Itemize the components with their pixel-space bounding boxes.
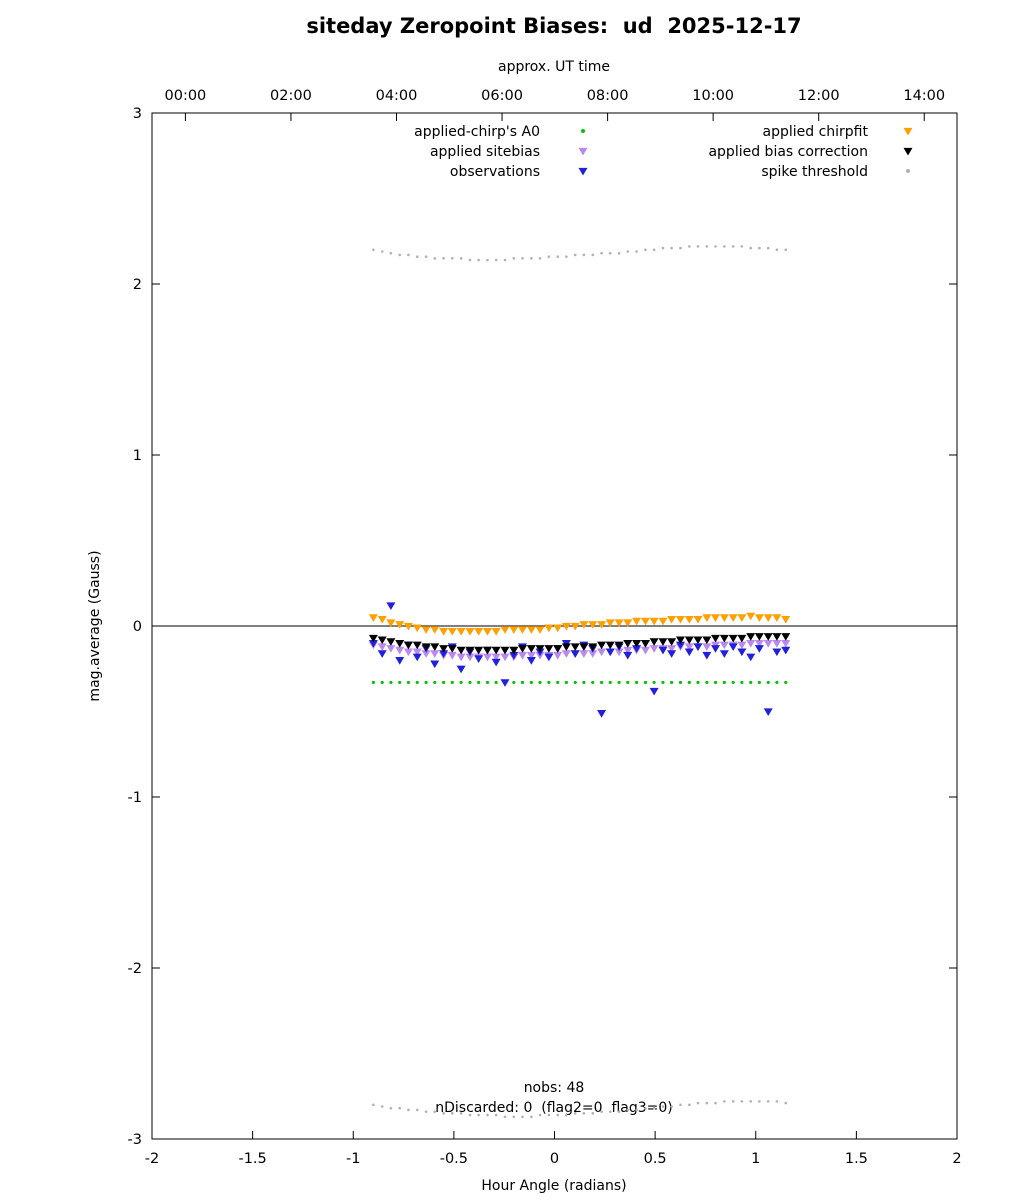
- svg-text:00:00: 00:00: [165, 88, 207, 104]
- svg-text:06:00: 06:00: [481, 88, 523, 104]
- nobs-text: nobs: 48: [524, 1080, 585, 1096]
- series-applied-chirp-s-a0: [371, 680, 788, 685]
- x-axis-label: Hour Angle (radians): [481, 1178, 626, 1194]
- series-observations: [368, 602, 791, 718]
- svg-text:10:00: 10:00: [692, 88, 734, 104]
- svg-text:applied sitebias: applied sitebias: [430, 144, 540, 160]
- svg-text:02:00: 02:00: [270, 88, 312, 104]
- svg-text:08:00: 08:00: [587, 88, 629, 104]
- svg-text:3: 3: [133, 106, 142, 122]
- chart-title: siteday Zeropoint Biases: ud 2025-12-17: [306, 14, 801, 38]
- svg-text:0: 0: [550, 1151, 559, 1167]
- svg-text:-1: -1: [346, 1151, 360, 1167]
- svg-text:1.5: 1.5: [845, 1151, 868, 1167]
- bottom-axis-ticks: -2 -1.5 -1 -0.5 0 0.5 1 1.5 2: [145, 1131, 962, 1167]
- svg-text:0.5: 0.5: [644, 1151, 667, 1167]
- series-spike-threshold-lower: [372, 1100, 788, 1119]
- legend: applied-chirp's A0 applied sitebias observ…: [414, 124, 913, 180]
- svg-text:0: 0: [133, 619, 142, 635]
- svg-text:spike threshold: spike threshold: [761, 164, 868, 180]
- svg-text:-1.5: -1.5: [238, 1151, 266, 1167]
- y-axis-label: mag.average (Gauss): [87, 550, 103, 701]
- top-axis-ticks: 00:00 02:00 04:00 06:00 08:00 10:00 12:00 14:00: [165, 88, 945, 121]
- top-axis-label: approx. UT time: [498, 59, 610, 75]
- svg-text:2: 2: [133, 277, 142, 293]
- svg-text:1: 1: [751, 1151, 760, 1167]
- svg-text:04:00: 04:00: [376, 88, 418, 104]
- svg-text:12:00: 12:00: [798, 88, 840, 104]
- series-spike-threshold-upper: [372, 245, 788, 262]
- svg-text:applied-chirp's A0: applied-chirp's A0: [414, 124, 540, 140]
- svg-text:-0.5: -0.5: [440, 1151, 468, 1167]
- svg-text:-1: -1: [128, 790, 142, 806]
- plot-points: [368, 245, 791, 1119]
- series-applied-chirpfit: [368, 612, 791, 636]
- svg-text:-2: -2: [145, 1151, 159, 1167]
- series-applied-bias-correction: [368, 633, 791, 655]
- svg-text:1: 1: [133, 448, 142, 464]
- ndiscarded-text: nDiscarded: 0 (flag2=0 flag3=0): [435, 1100, 672, 1116]
- svg-text:observations: observations: [450, 164, 540, 180]
- svg-text:applied bias correction: applied bias correction: [708, 144, 868, 160]
- svg-text:2: 2: [952, 1151, 961, 1167]
- svg-text:applied chirpfit: applied chirpfit: [763, 124, 869, 140]
- svg-text:-2: -2: [128, 961, 142, 977]
- y-axis-ticks: -3 -2 -1 0 1 2 3: [128, 106, 957, 1148]
- svg-text:14:00: 14:00: [903, 88, 945, 104]
- svg-text:-3: -3: [128, 1132, 142, 1148]
